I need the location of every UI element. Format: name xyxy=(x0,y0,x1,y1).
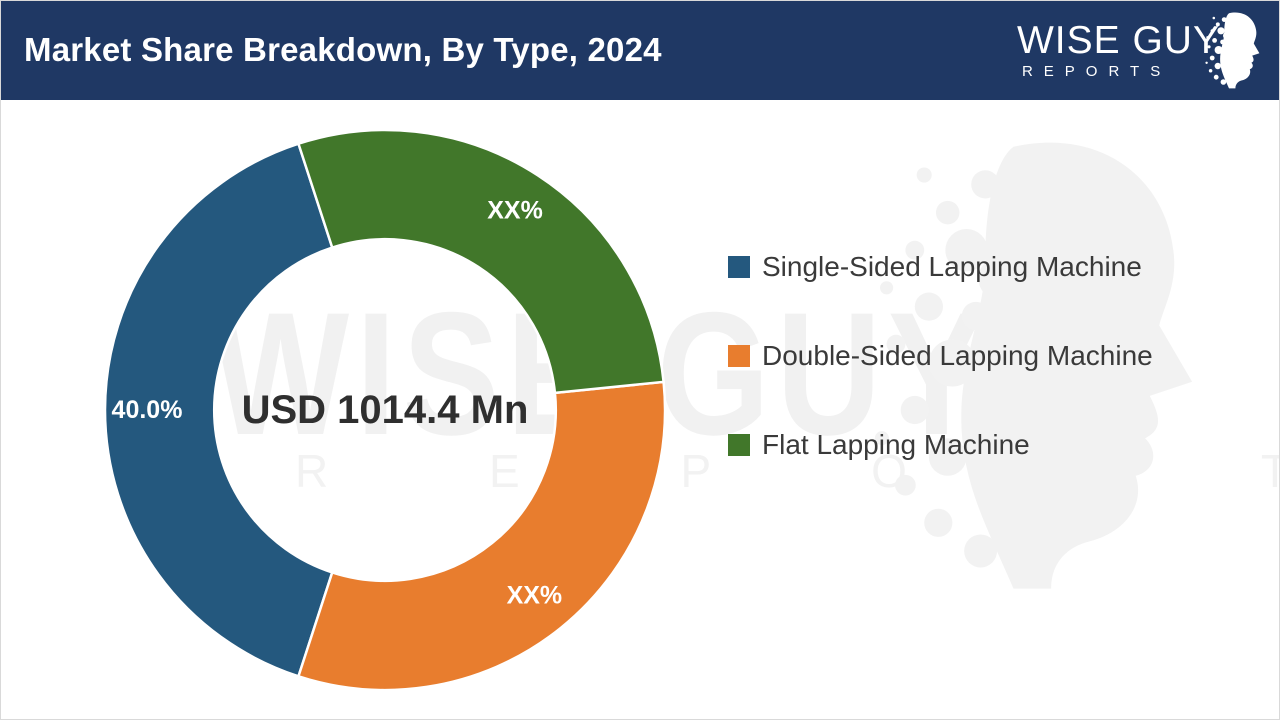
segment-percent-label: XX% xyxy=(507,581,563,609)
legend-label: Double-Sided Lapping Machine xyxy=(762,340,1153,371)
brand-logo: WISE GUY REPORTS xyxy=(1017,10,1262,90)
donut-segment xyxy=(296,128,665,395)
donut-center-value: USD 1014.4 Mn xyxy=(242,388,529,432)
header-bar: Market Share Breakdown, By Type, 2024 WI… xyxy=(0,0,1280,100)
legend-item: Flat Lapping Machine xyxy=(728,428,1153,462)
segment-percent-label: 40.0% xyxy=(112,396,183,424)
donut-chart: 40.0% XX% XX% USD 1014.4 Mn xyxy=(103,128,667,692)
legend-item: Double-Sided Lapping Machine xyxy=(728,339,1153,373)
legend-label: Single-Sided Lapping Machine xyxy=(762,251,1142,282)
logo-subtitle: REPORTS xyxy=(1021,62,1172,80)
legend-item: Single-Sided Lapping Machine xyxy=(728,250,1153,284)
head-dots-icon xyxy=(1205,12,1260,89)
page-title: Market Share Breakdown, By Type, 2024 xyxy=(24,31,662,68)
watermark-head-dots-icon xyxy=(874,142,1193,589)
donut-segment xyxy=(296,380,667,692)
segment-percent-label: XX% xyxy=(487,197,543,225)
logo-wordmark: WISE GUY xyxy=(1016,18,1220,62)
chart-legend: Single-Sided Lapping Machine Double-Side… xyxy=(728,250,1153,462)
legend-label: Flat Lapping Machine xyxy=(762,429,1030,460)
legend-swatch-icon xyxy=(728,256,750,278)
donut-segment xyxy=(103,142,334,678)
legend-swatch-icon xyxy=(728,345,750,367)
legend-swatch-icon xyxy=(728,434,750,456)
